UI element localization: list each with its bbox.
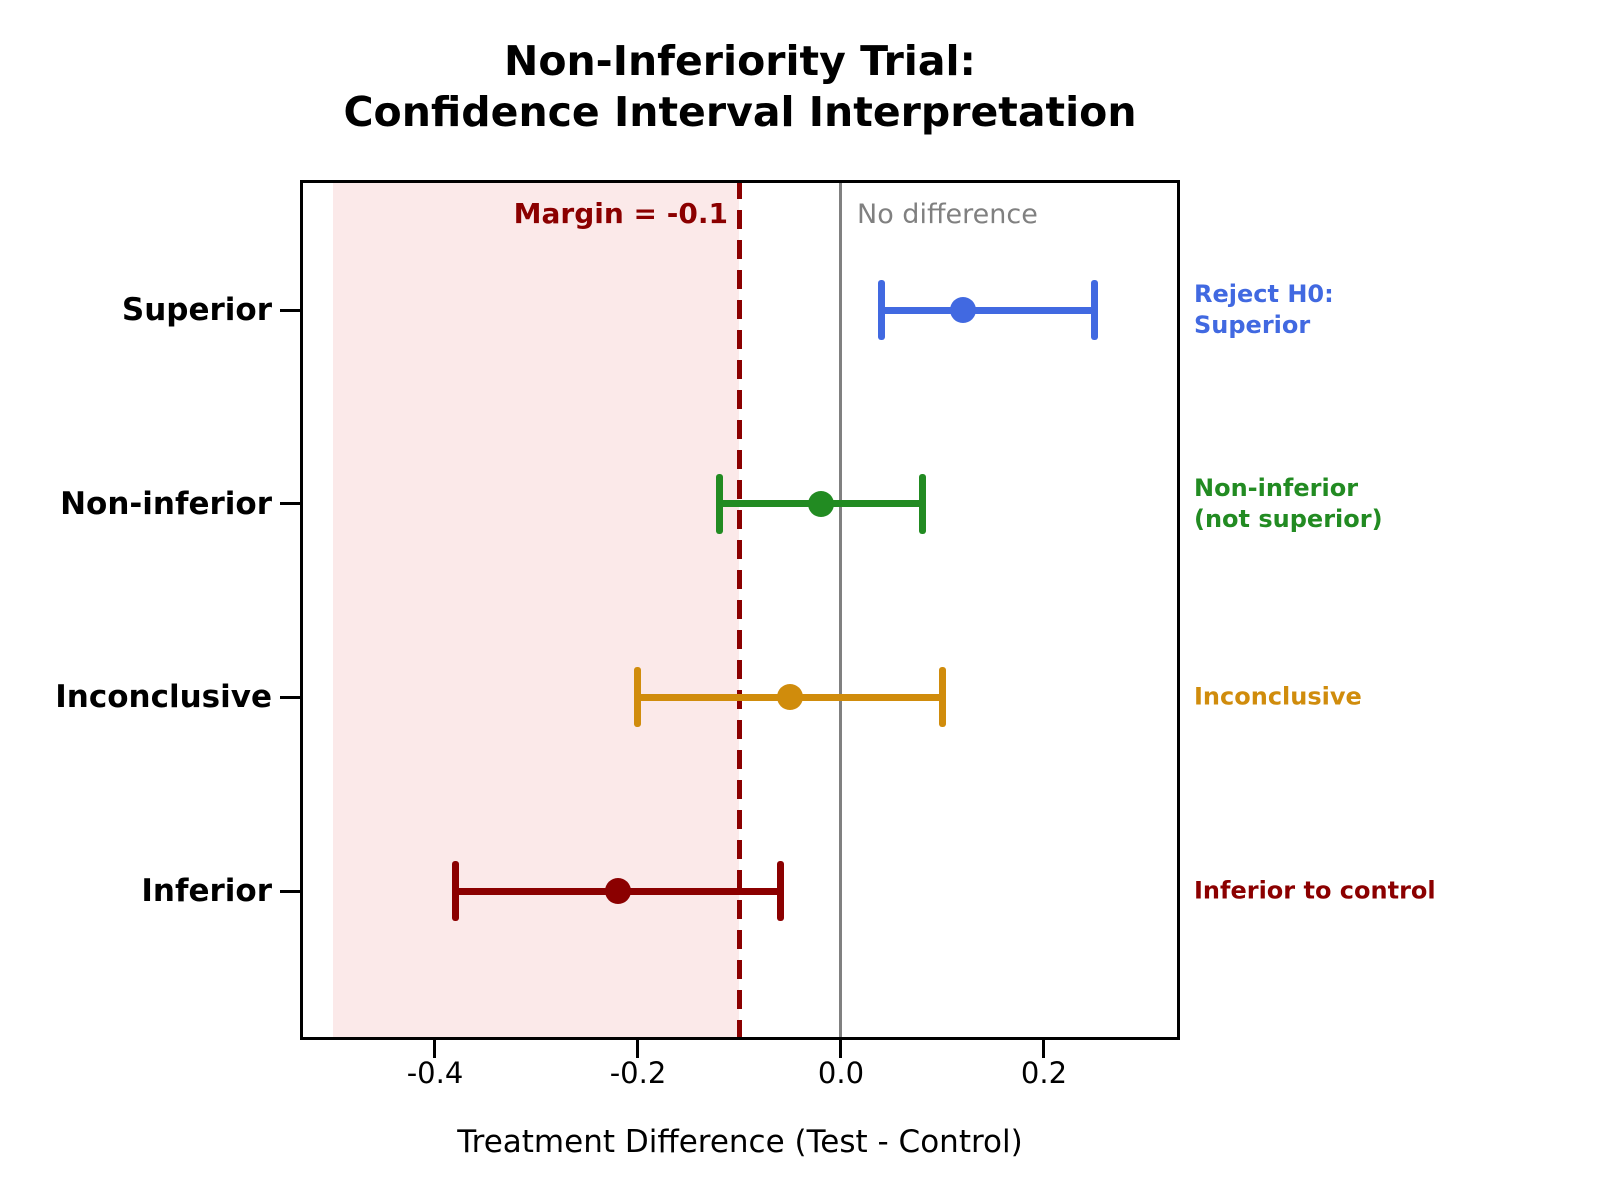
result-annotation-line: Non-inferior (1194, 473, 1359, 502)
x-tick-label--0.2: -0.2 (609, 1056, 667, 1090)
chart-title: Non-Inferiority Trial: Confidence Interv… (300, 36, 1180, 138)
result-annotation-line: Superior (1194, 311, 1311, 339)
result-annotation-line: Inconclusive (1194, 682, 1362, 711)
result-annotation-inconclusive: Inconclusive (1194, 682, 1362, 713)
y-tick-inferior (280, 889, 300, 893)
ci-point-inconclusive (777, 684, 804, 711)
ci-cap-left-inconclusive (634, 667, 642, 728)
ci-cap-left-non-inferior (715, 473, 723, 534)
zero-reference-line (839, 180, 843, 1040)
ci-cap-left-inferior (451, 861, 459, 921)
ci-cap-right-inconclusive (938, 667, 946, 728)
result-annotation-line: (not superior) (1194, 504, 1383, 533)
y-tick-inconclusive (280, 695, 300, 699)
y-tick-non-inferior (280, 502, 300, 506)
inferiority-shade-region (333, 180, 740, 1040)
chart-title-line2: Confidence Interval Interpretation (343, 88, 1137, 136)
ci-point-non-inferior (807, 490, 834, 517)
x-tick-label-0.2: 0.2 (1020, 1056, 1068, 1090)
x-tick-label-0.0: 0.0 (817, 1056, 865, 1090)
category-label-non-inferior: Non-inferior (60, 485, 272, 522)
x-tick-label--0.4: -0.4 (406, 1056, 464, 1090)
ci-cap-right-non-inferior (918, 473, 926, 534)
y-tick-superior (280, 308, 300, 312)
category-label-superior: Superior (121, 292, 272, 328)
no-difference-annotation: No difference (857, 199, 1038, 230)
result-annotation-inferior: Inferior to control (1194, 876, 1436, 907)
x-tick--0.4 (433, 1040, 437, 1058)
chart-title-line1: Non-Inferiority Trial: (504, 37, 976, 85)
result-annotation-superior: Reject H0: Superior (1194, 279, 1334, 341)
ci-cap-right-inferior (776, 861, 784, 921)
x-tick-0.0 (839, 1040, 843, 1058)
x-axis-title: Treatment Difference (Test - Control) (457, 1124, 1023, 1160)
result-annotation-non-inferior: Non-inferior (not superior) (1194, 473, 1383, 535)
ci-point-superior (949, 297, 976, 323)
margin-dashed-line (736, 180, 742, 1040)
x-tick-0.2 (1042, 1040, 1046, 1058)
result-annotation-line: Inferior to control (1194, 876, 1436, 905)
ci-point-inferior (604, 878, 631, 904)
category-label-inconclusive: Inconclusive (55, 679, 272, 716)
result-annotation-line: Reject H0: (1194, 280, 1334, 308)
ci-cap-left-superior (878, 280, 886, 340)
category-label-inferior: Inferior (141, 873, 272, 909)
margin-annotation: Margin = -0.1 (513, 197, 728, 230)
ci-bar-superior (881, 306, 1095, 314)
ci-cap-right-superior (1091, 280, 1099, 340)
x-tick--0.2 (636, 1040, 640, 1058)
